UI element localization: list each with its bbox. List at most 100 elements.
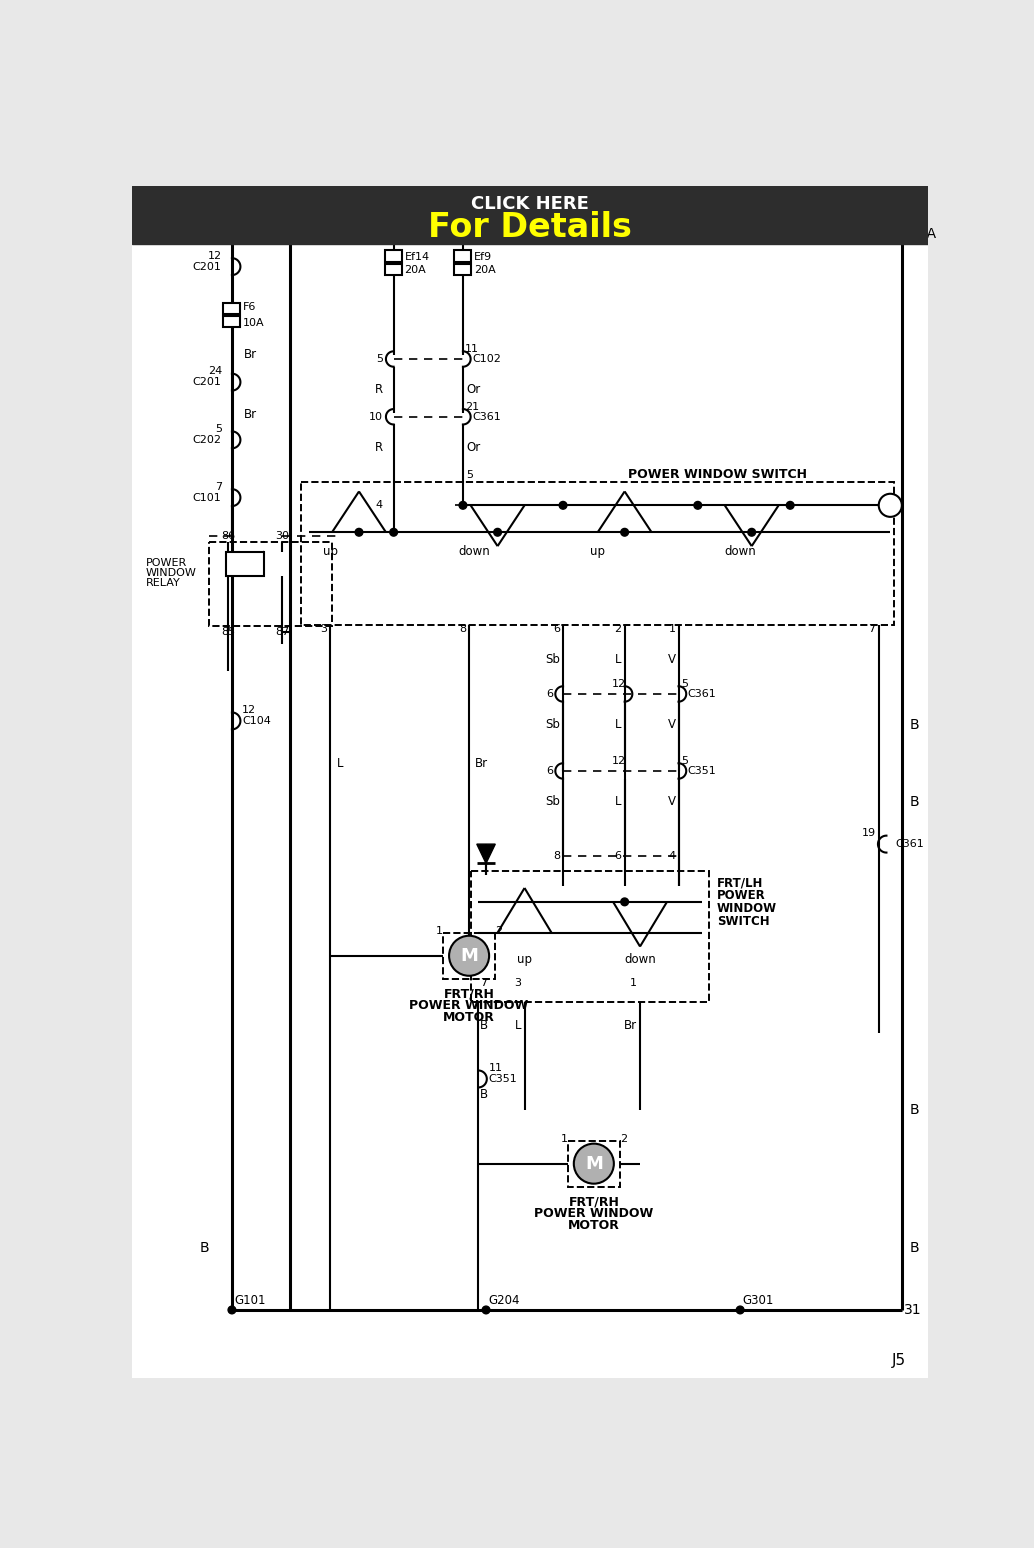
Text: POWER WINDOW: POWER WINDOW — [535, 1207, 653, 1220]
Bar — [225, 551, 265, 576]
Text: FRT/LH: FRT/LH — [717, 876, 763, 889]
Text: V: V — [668, 796, 675, 808]
Circle shape — [748, 528, 756, 536]
Text: V: V — [668, 718, 675, 731]
Text: down: down — [724, 545, 756, 557]
Text: 6: 6 — [553, 624, 560, 633]
Circle shape — [559, 502, 567, 509]
Text: Br: Br — [624, 1019, 637, 1031]
Text: L: L — [515, 1019, 521, 1031]
Circle shape — [620, 898, 629, 906]
Text: 3: 3 — [515, 978, 521, 988]
Text: WINDOW: WINDOW — [146, 568, 196, 577]
Text: 19: 19 — [861, 828, 876, 839]
Text: G301: G301 — [742, 1294, 773, 1307]
Bar — [209, 542, 332, 627]
Circle shape — [786, 502, 794, 509]
Text: L: L — [615, 718, 621, 731]
Circle shape — [482, 1307, 490, 1314]
Text: 8: 8 — [459, 624, 466, 633]
Text: 1: 1 — [630, 978, 637, 988]
Text: 6: 6 — [546, 766, 553, 776]
Text: B: B — [480, 1019, 488, 1031]
Text: 31: 31 — [904, 1303, 921, 1317]
Text: POWER: POWER — [717, 889, 766, 902]
Text: 5: 5 — [680, 755, 688, 766]
Text: 87: 87 — [275, 627, 290, 638]
Text: 2: 2 — [614, 624, 621, 633]
Circle shape — [285, 231, 294, 238]
Text: 24: 24 — [208, 367, 222, 376]
Text: down: down — [459, 545, 490, 557]
Text: C201: C201 — [192, 378, 221, 387]
Bar — [223, 316, 240, 328]
Text: 12: 12 — [242, 706, 256, 715]
Text: 30: 30 — [275, 531, 288, 542]
Text: Br: Br — [243, 348, 256, 361]
Text: 2: 2 — [495, 926, 503, 937]
Text: L: L — [337, 757, 343, 769]
Text: 20A: 20A — [404, 265, 426, 276]
Text: C361: C361 — [895, 839, 924, 850]
Text: 30: 30 — [910, 201, 927, 215]
Text: Ef9: Ef9 — [474, 252, 492, 262]
Text: up: up — [323, 545, 338, 557]
Text: R: R — [374, 384, 383, 396]
Text: 1: 1 — [560, 1135, 568, 1144]
Text: 12: 12 — [611, 755, 626, 766]
Text: 2: 2 — [620, 1135, 628, 1144]
Circle shape — [459, 502, 466, 509]
Circle shape — [229, 204, 236, 212]
Text: 5: 5 — [466, 469, 473, 480]
Text: C351: C351 — [488, 1074, 517, 1084]
Circle shape — [390, 204, 397, 212]
Bar — [132, 186, 929, 243]
Text: 4: 4 — [668, 851, 675, 861]
Text: M: M — [460, 947, 478, 964]
Circle shape — [574, 1144, 614, 1184]
Text: MOTOR: MOTOR — [444, 1011, 495, 1023]
Polygon shape — [477, 844, 495, 864]
Text: 12: 12 — [611, 680, 626, 689]
Text: B: B — [910, 1102, 919, 1116]
Text: M: M — [585, 1155, 603, 1173]
Circle shape — [694, 502, 702, 509]
Bar — [443, 932, 495, 978]
Bar — [223, 303, 240, 314]
Text: MOTOR: MOTOR — [568, 1218, 619, 1232]
Circle shape — [390, 528, 397, 536]
Text: 10A: 10A — [243, 317, 265, 328]
Text: 20A: 20A — [474, 265, 495, 276]
Text: C361: C361 — [473, 412, 500, 421]
Text: Br: Br — [243, 409, 256, 421]
Bar — [455, 265, 472, 276]
Bar — [385, 265, 402, 276]
Text: C101: C101 — [192, 492, 221, 503]
Bar — [568, 1141, 620, 1187]
Circle shape — [879, 494, 902, 517]
Text: 21: 21 — [465, 402, 480, 412]
Text: 86: 86 — [221, 531, 235, 542]
Text: 7: 7 — [869, 624, 876, 633]
Text: 4: 4 — [375, 500, 383, 511]
Text: C351: C351 — [688, 766, 717, 776]
Circle shape — [449, 935, 489, 975]
Text: CLICK HERE: CLICK HERE — [472, 195, 588, 214]
Text: C102: C102 — [473, 354, 501, 364]
Circle shape — [229, 1307, 236, 1314]
Text: C202: C202 — [192, 435, 221, 444]
Text: L: L — [615, 796, 621, 808]
Text: 1: 1 — [668, 624, 675, 633]
Text: B: B — [200, 1241, 209, 1255]
Text: R: R — [374, 441, 383, 454]
Text: POWER WINDOW SWITCH: POWER WINDOW SWITCH — [628, 467, 807, 481]
Text: J5: J5 — [891, 1353, 906, 1367]
Text: 7: 7 — [480, 978, 487, 988]
Text: 10: 10 — [369, 412, 383, 421]
Text: Sb: Sb — [545, 653, 560, 666]
Circle shape — [620, 528, 629, 536]
Bar — [455, 251, 472, 262]
Text: 3: 3 — [321, 624, 328, 633]
Text: L: L — [615, 653, 621, 666]
Circle shape — [736, 1307, 744, 1314]
